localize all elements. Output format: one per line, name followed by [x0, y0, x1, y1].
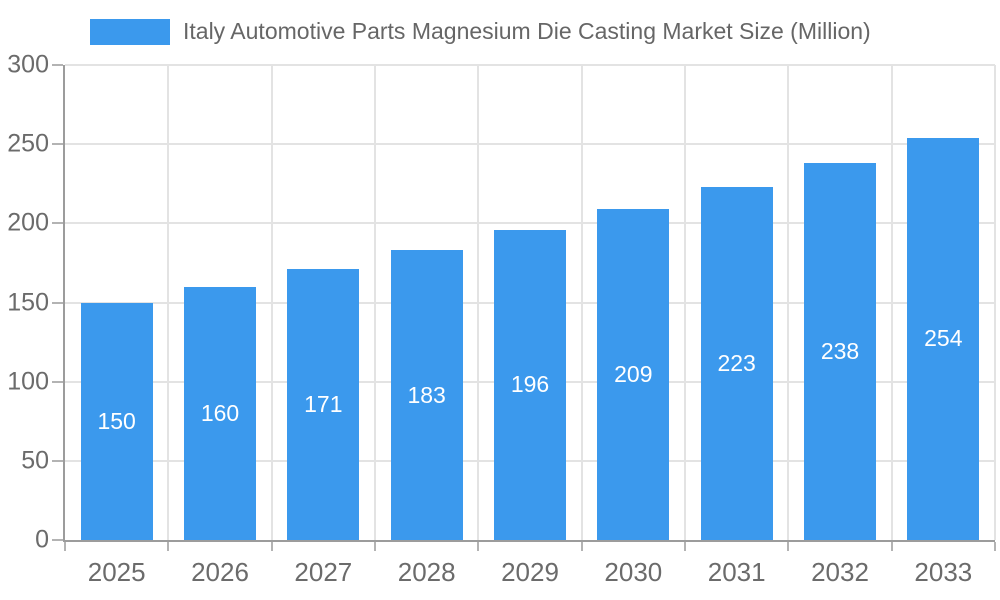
x-tick-mark	[64, 542, 66, 551]
y-tick-mark	[52, 380, 63, 383]
x-gridline	[477, 65, 480, 540]
bar-value-label: 223	[717, 349, 756, 376]
y-tick-mark	[52, 222, 63, 225]
y-axis-tick-label: 200	[7, 208, 49, 237]
bar-2030[interactable]: 209	[597, 209, 670, 540]
x-axis-line	[63, 540, 995, 542]
bar-value-label: 150	[97, 407, 136, 434]
x-axis-tick-label: 2033	[914, 557, 973, 587]
x-tick-mark	[890, 542, 893, 551]
bar-value-label: 171	[304, 391, 343, 418]
x-axis-tick-label: 2029	[501, 557, 559, 587]
x-tick-mark	[580, 542, 583, 551]
bar-value-label: 209	[614, 361, 653, 388]
x-tick-mark	[477, 542, 480, 551]
x-gridline	[167, 65, 170, 540]
x-axis-tick-label: 2025	[87, 557, 146, 587]
y-gridline	[65, 64, 995, 66]
x-gridline	[270, 65, 273, 540]
y-axis-tick-label: 0	[35, 525, 49, 554]
x-gridline	[374, 65, 376, 540]
x-gridline	[787, 65, 790, 540]
bar-value-label: 183	[407, 381, 446, 408]
y-axis-tick-label: 250	[7, 129, 49, 158]
x-tick-mark	[994, 542, 996, 551]
y-axis-line	[63, 65, 65, 542]
bar-2029[interactable]: 196	[494, 229, 566, 540]
legend[interactable]: Italy Automotive Parts Magnesium Die Cas…	[90, 18, 871, 45]
y-tick-mark	[52, 459, 63, 462]
x-gridline	[580, 65, 583, 540]
y-gridline	[65, 143, 995, 146]
plot-area: 0 50 100 150 200 250 300 150 2025 160 2026 171 2027 1…	[7, 51, 996, 587]
x-axis-tick-label: 2028	[397, 557, 456, 587]
bar-value-label: 238	[820, 338, 860, 365]
x-gridline	[994, 65, 996, 540]
x-gridline	[890, 65, 893, 540]
bar-2027[interactable]: 171	[287, 269, 360, 540]
x-tick-mark	[684, 542, 686, 551]
x-axis-tick-label: 2032	[811, 557, 869, 587]
y-axis-tick-label: 300	[7, 50, 49, 79]
y-axis-tick-label: 100	[7, 367, 49, 396]
legend-swatch-icon[interactable]	[90, 18, 170, 45]
bar-2028[interactable]: 183	[390, 250, 463, 540]
x-axis-tick-label: 2031	[707, 557, 766, 587]
bar-2025[interactable]: 150	[80, 302, 153, 540]
x-axis-tick-label: 2026	[191, 557, 249, 587]
y-tick-mark	[52, 143, 63, 146]
y-tick-mark	[52, 539, 63, 541]
y-gridline	[65, 222, 995, 225]
bar-2032[interactable]: 238	[804, 163, 876, 540]
x-gridline	[684, 65, 686, 540]
bar-2026[interactable]: 160	[184, 286, 256, 540]
x-tick-mark	[787, 542, 790, 551]
y-axis-tick-label: 150	[7, 288, 49, 316]
y-tick-mark	[52, 64, 63, 66]
x-tick-mark	[167, 542, 170, 551]
bar-value-label: 254	[924, 325, 963, 352]
x-axis-tick-label: 2027	[294, 557, 353, 587]
x-axis-tick-label: 2030	[604, 557, 663, 587]
bar-2031[interactable]: 223	[700, 186, 773, 540]
legend-label: Italy Automotive Parts Magnesium Die Cas…	[183, 18, 871, 44]
x-tick-mark	[374, 542, 376, 551]
bar-value-label: 196	[510, 371, 550, 398]
bar-2033[interactable]: 254	[907, 137, 980, 540]
y-axis-tick-label: 50	[21, 446, 49, 475]
y-tick-mark	[52, 301, 63, 304]
bar-value-label: 160	[200, 399, 240, 426]
x-tick-mark	[270, 542, 273, 551]
